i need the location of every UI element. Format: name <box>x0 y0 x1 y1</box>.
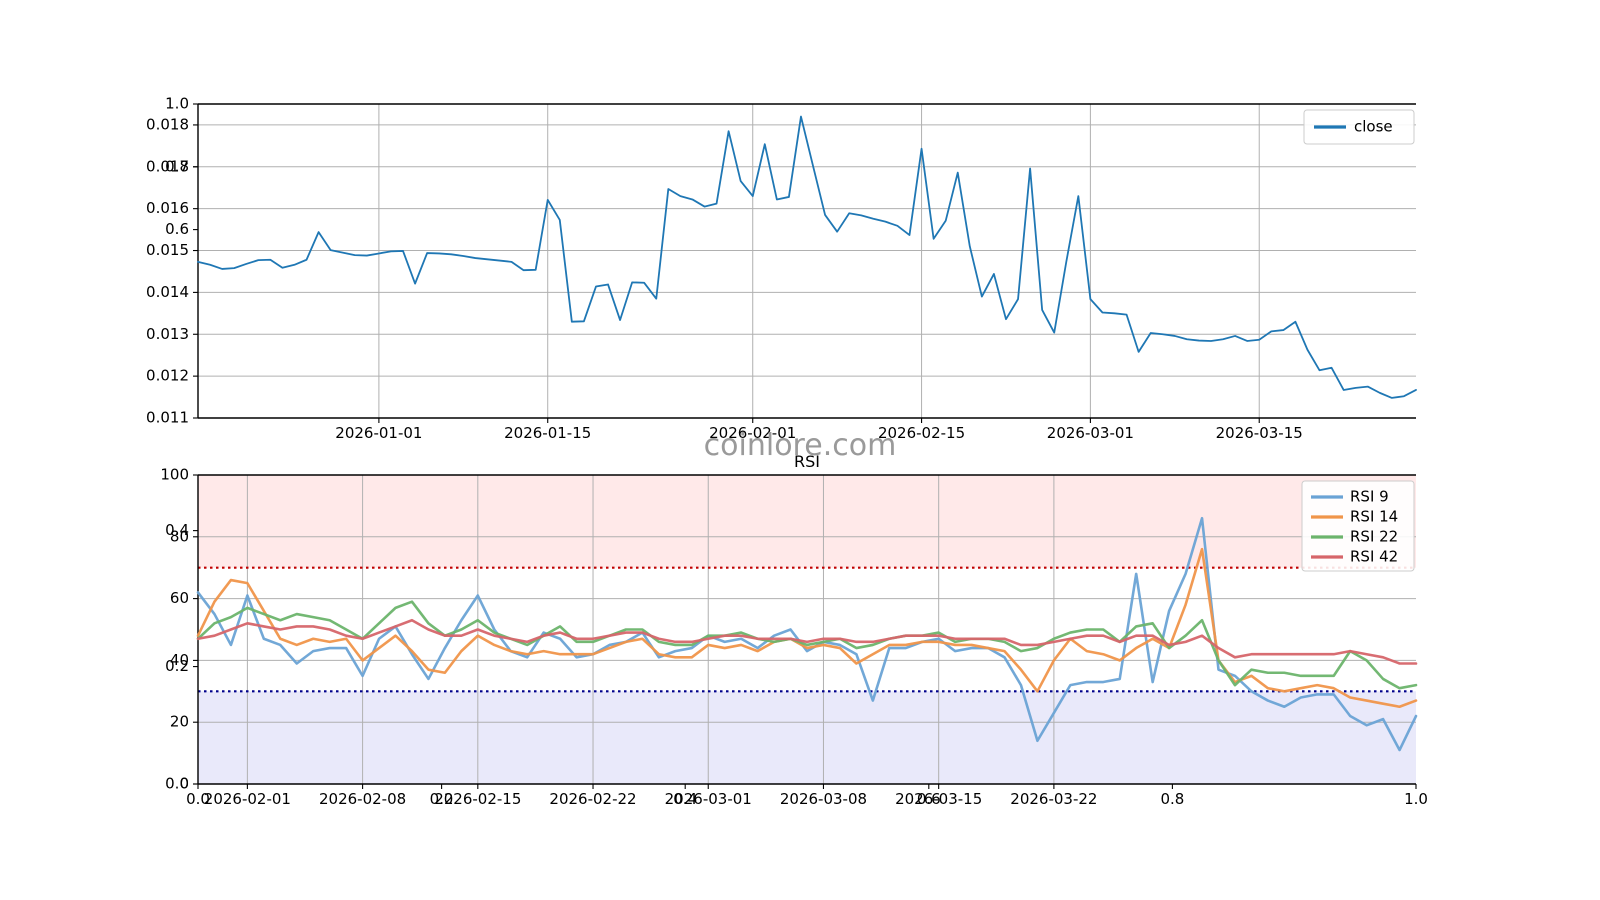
price-overlay-ytick-label: 1.0 <box>165 95 189 113</box>
rsi-title: RSI <box>794 452 820 471</box>
rsi-overlay-ytick-label: 0.4 <box>165 521 189 539</box>
rsi-overlay-xtick-label: 0.6 <box>917 790 941 808</box>
rsi-chart-svg: RSI 0 20 40 60 80 100 0.0 0.2 0.4 2026-02-01 2026-0… <box>160 452 1428 808</box>
price-chart-panel: 0.011 0.012 0.013 0.014 0.015 0.016 0.017 0.018… <box>146 95 1417 442</box>
price-close-line <box>197 115 1417 399</box>
rsi-xtick-label: 2026-03-08 <box>780 790 867 808</box>
rsi-overbought-band <box>198 475 1416 568</box>
rsi-legend-label-rsi-9: RSI 9 <box>1350 488 1389 506</box>
price-legend-label-close: close <box>1354 118 1393 136</box>
rsi-xtick-label: 2026-02-01 <box>204 790 291 808</box>
price-ytick-label: 0.012 <box>146 367 189 385</box>
price-ytick-label: 0.018 <box>146 115 189 133</box>
price-overlay-ytick-label: 0.6 <box>165 220 189 238</box>
price-ytick-label: 0.015 <box>146 241 189 259</box>
rsi-overlay-xtick-label: 0.0 <box>186 790 210 808</box>
rsi-line-rsi-22 <box>196 600 1418 690</box>
rsi-xtick-label: 2026-02-08 <box>319 790 406 808</box>
rsi-legend-box <box>1301 480 1415 572</box>
rsi-legend-label-rsi-14: RSI 14 <box>1350 508 1398 526</box>
rsi-legend-label-rsi-42: RSI 42 <box>1350 548 1398 566</box>
rsi-ytick-label: 60 <box>170 589 189 607</box>
rsi-xtick-label: 2026-02-15 <box>434 790 521 808</box>
price-xtick-label: 2026-01-15 <box>504 424 591 442</box>
rsi-legend-label-rsi-22: RSI 22 <box>1350 528 1398 546</box>
rsi-ytick-label: 20 <box>170 713 189 731</box>
price-xtick-label: 2026-01-01 <box>335 424 422 442</box>
price-chart-svg: 0.011 0.012 0.013 0.014 0.015 0.016 0.017 0.018… <box>146 95 1417 442</box>
rsi-overlay-xtick-label: 0.8 <box>1160 790 1184 808</box>
rsi-oversold-band <box>198 691 1416 784</box>
rsi-xtick-label: 2026-03-15 <box>895 790 982 808</box>
rsi-ytick-label: 100 <box>160 466 189 484</box>
price-ytick-label: 0.016 <box>146 199 189 217</box>
rsi-overlay-xtick-label: 0.2 <box>430 790 454 808</box>
price-xtick-label: 2026-02-15 <box>878 424 965 442</box>
rsi-overlay-ytick-label: 0.2 <box>165 657 189 675</box>
rsi-legend: RSI 9 RSI 14 RSI 22 RSI 42 <box>1301 480 1415 572</box>
rsi-ytick-label: 0 <box>179 775 189 793</box>
rsi-line-rsi-42 <box>196 618 1418 665</box>
rsi-xtick-label: 2026-03-22 <box>1010 790 1097 808</box>
price-ytick-label: 0.014 <box>146 283 189 301</box>
rsi-ytick-label: 80 <box>170 527 189 545</box>
price-xtick-label: 2026-03-01 <box>1047 424 1134 442</box>
price-ytick-label: 0.011 <box>146 409 189 427</box>
rsi-chart-panel: RSI 0 20 40 60 80 100 0.0 0.2 0.4 2026-02-01 2026-0… <box>0 450 1600 900</box>
rsi-xtick-label: 2026-03-01 <box>665 790 752 808</box>
rsi-overlay-xtick-label: 1.0 <box>1404 790 1428 808</box>
rsi-xtick-label: 2026-02-22 <box>549 790 636 808</box>
price-ytick-label: 0.013 <box>146 325 189 343</box>
price-legend: close <box>1303 109 1415 145</box>
rsi-overlay-ytick-label: 0.0 <box>165 775 189 793</box>
price-ytick-label: 0.017 <box>146 157 189 175</box>
price-xtick-label: 2026-03-15 <box>1216 424 1303 442</box>
rsi-overlay-xtick-label: 0.4 <box>673 790 697 808</box>
rsi-ytick-label: 40 <box>170 651 189 669</box>
rsi-line-rsi-14 <box>196 547 1418 709</box>
price-xtick-label: 2026-02-01 <box>709 424 796 442</box>
price-legend-box <box>1303 109 1415 145</box>
price-overlay-ytick-label: 0.8 <box>165 157 189 175</box>
